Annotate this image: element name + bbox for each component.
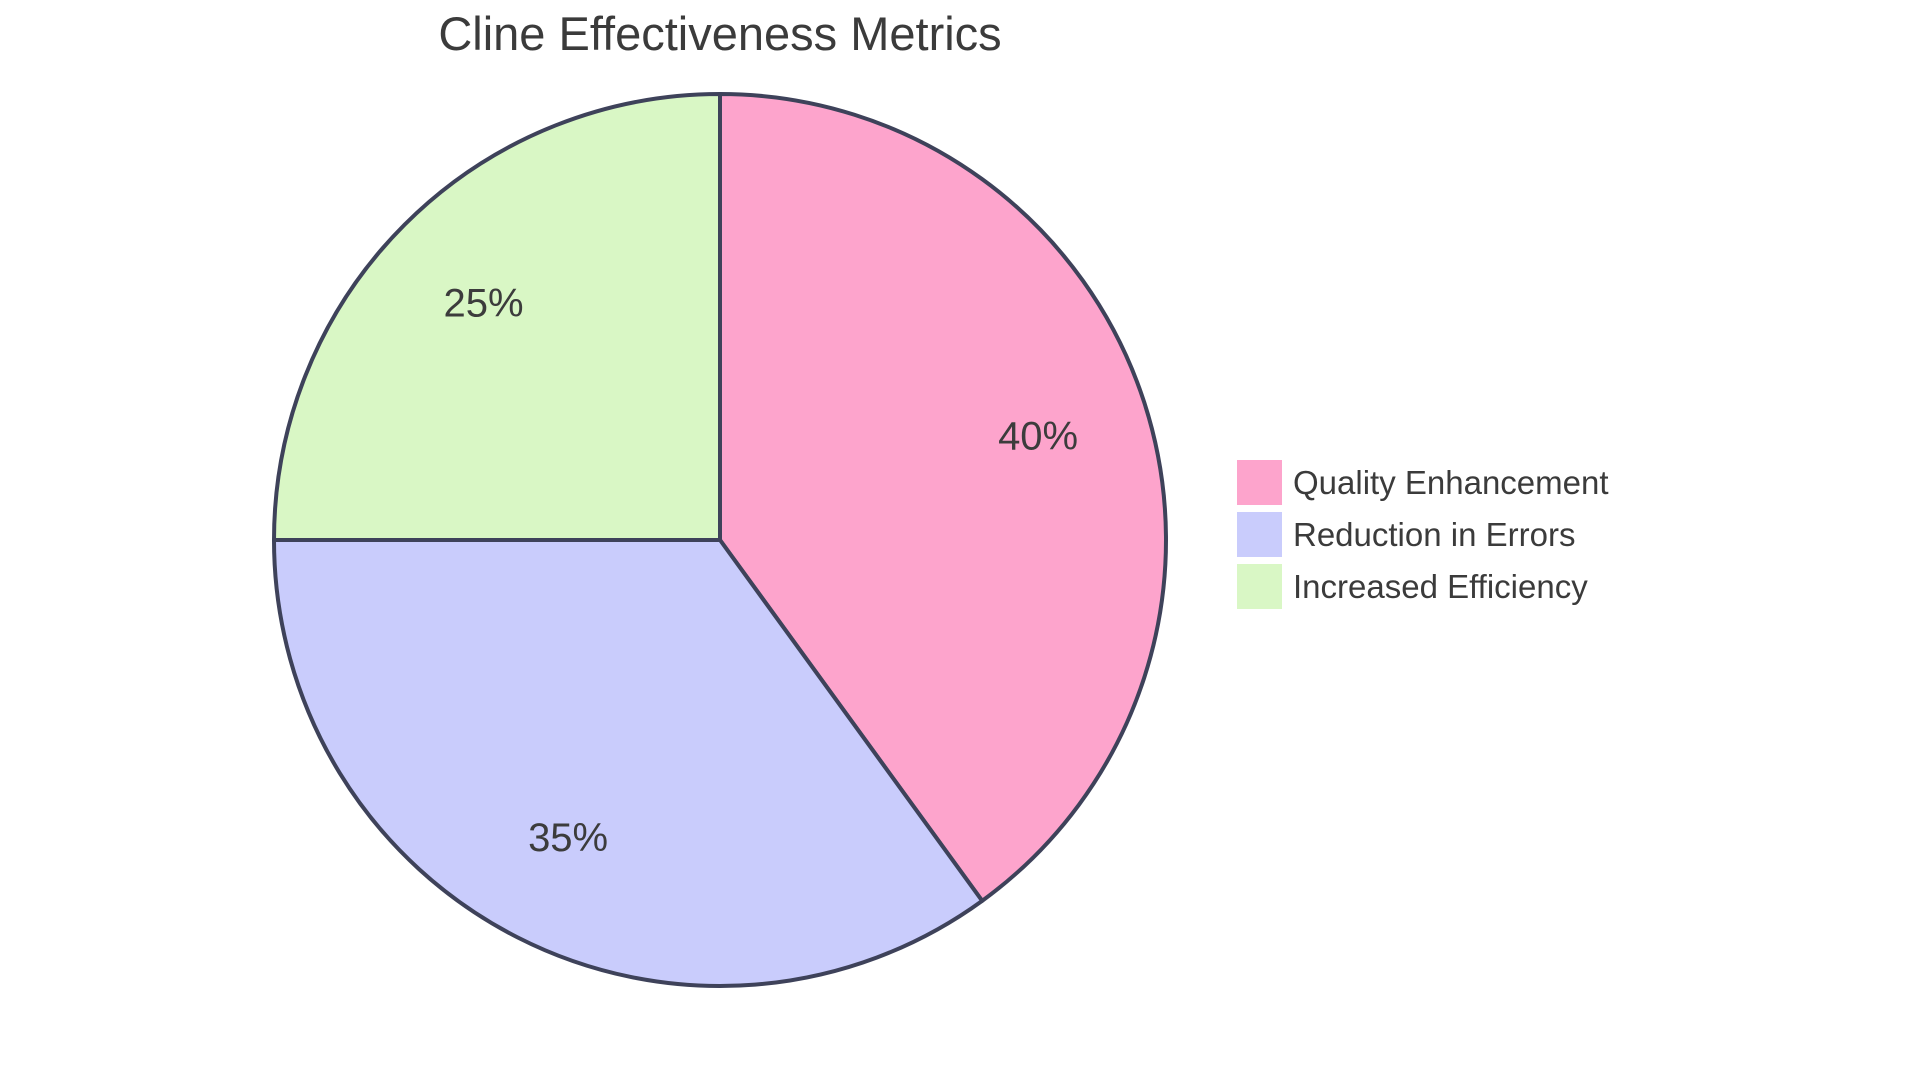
legend: Quality Enhancement Reduction in Errors … [1237,460,1609,609]
pie-slice-increased-efficiency[interactable] [272,92,722,542]
legend-swatch-icon [1237,564,1282,609]
pie-slice-quality-enhancement[interactable] [718,92,1168,903]
pie-slice-percent-label: 25% [443,282,523,326]
legend-item-increased-efficiency[interactable]: Increased Efficiency [1237,564,1609,609]
pie-slice-reduction-in-errors[interactable] [272,538,985,988]
chart-title: Cline Effectiveness Metrics [438,7,1002,60]
legend-label: Quality Enhancement [1293,464,1609,501]
legend-item-quality-enhancement[interactable]: Quality Enhancement [1237,460,1609,505]
pie-slice-percent-label: 35% [528,816,608,860]
legend-swatch-icon [1237,512,1282,557]
pie-chart: 40% 35% 25% [272,92,1168,988]
pie-slice-percent-label: 40% [998,415,1078,459]
legend-item-reduction-in-errors[interactable]: Reduction in Errors [1237,512,1609,557]
legend-label: Reduction in Errors [1293,516,1576,553]
legend-label: Increased Efficiency [1293,568,1588,605]
legend-swatch-icon [1237,460,1282,505]
